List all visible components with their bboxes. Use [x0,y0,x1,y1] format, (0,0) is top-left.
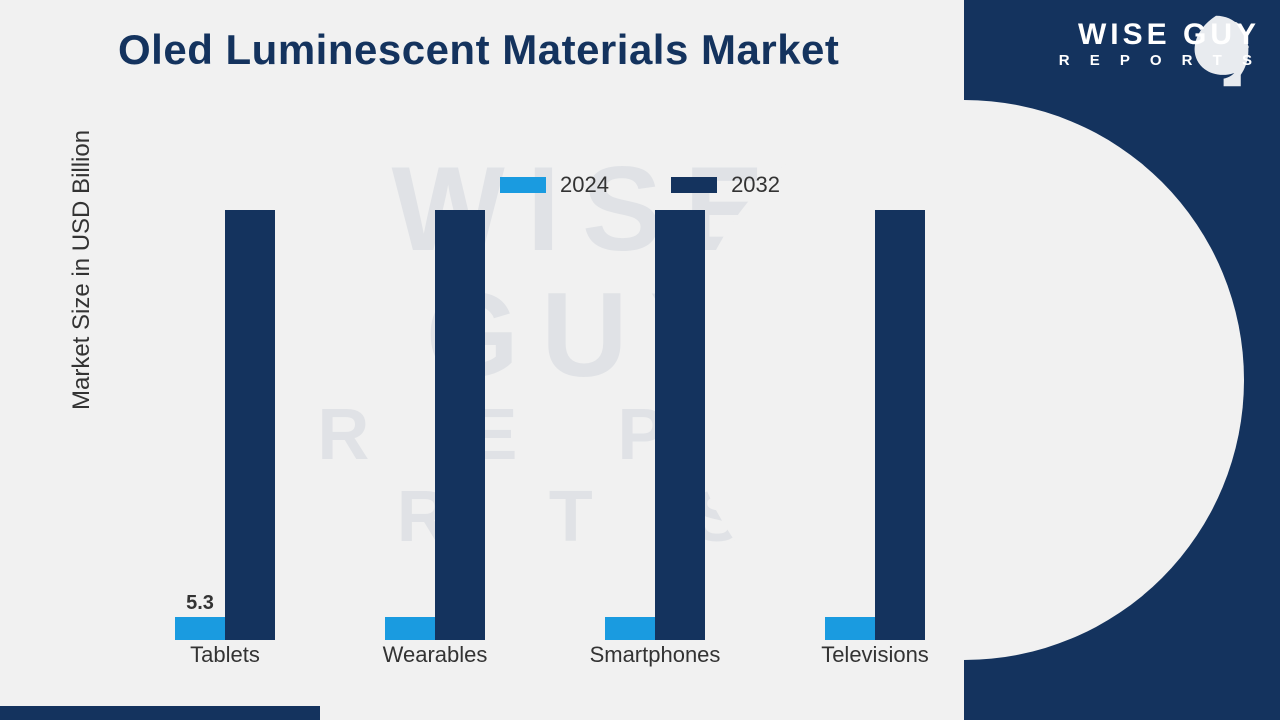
bar [825,617,875,640]
bar [655,210,705,640]
legend-swatch-2032 [671,177,717,193]
bar-value-label: 5.3 [186,592,214,615]
bar [875,210,925,640]
bar [435,210,485,640]
x-axis-label: Televisions [821,642,929,668]
legend-label-2024: 2024 [560,172,609,198]
bar [605,617,655,640]
bar-group [605,210,705,640]
y-axis-label: Market Size in USD Billion [68,130,96,410]
bar-groups: 5.3 [110,210,940,640]
bar [225,210,275,640]
brand-subtitle: R E P O R T S [1059,52,1260,69]
x-axis: Tablets Wearables Smartphones Televisions [110,642,940,672]
legend-item-2024: 2024 [500,172,609,198]
brand-logo: WISE GUY R E P O R T S [1059,20,1260,69]
right-panel [964,0,1280,720]
brand-name: WISE GUY [1059,20,1260,50]
bar-group [385,210,485,640]
chart-title: Oled Luminescent Materials Market [118,26,839,74]
bar [175,617,225,640]
footer-accent-bar [0,706,320,720]
bar-group [175,210,275,640]
x-axis-label: Tablets [190,642,260,668]
chart-canvas: WISE GUY R E P O R T S Oled Luminescent … [0,0,1280,720]
legend-label-2032: 2032 [731,172,780,198]
legend-item-2032: 2032 [671,172,780,198]
legend: 2024 2032 [0,172,1280,199]
bar [385,617,435,640]
chart-plot-area: 5.3 [110,210,940,640]
bar-group [825,210,925,640]
x-axis-label: Wearables [383,642,488,668]
x-axis-label: Smartphones [590,642,721,668]
legend-swatch-2024 [500,177,546,193]
